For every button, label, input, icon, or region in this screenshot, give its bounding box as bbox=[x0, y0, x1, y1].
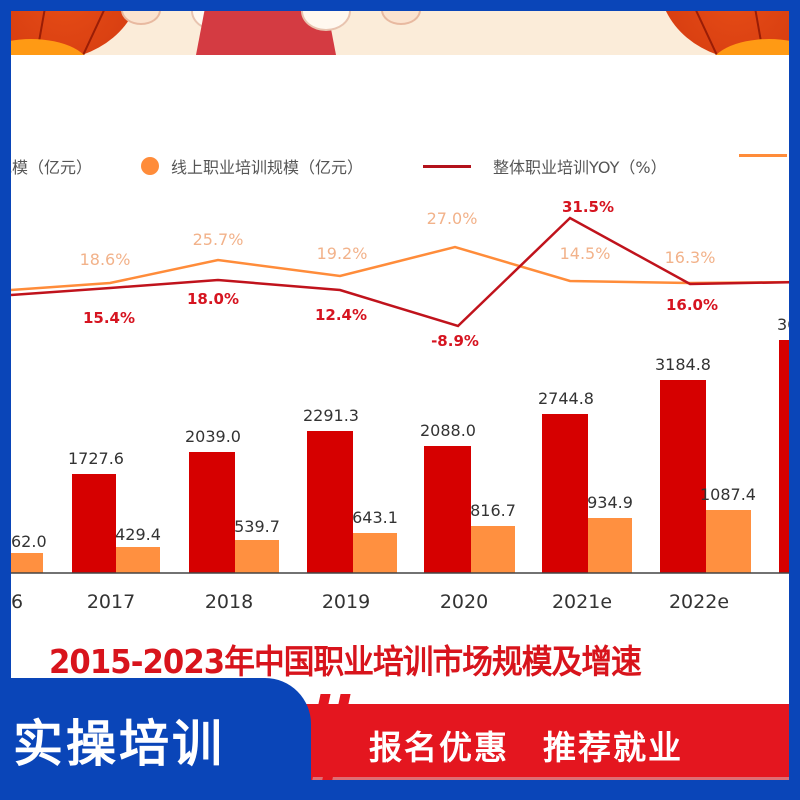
bar-label: 539.7 bbox=[234, 517, 280, 536]
online-yoy-label: 25.7% bbox=[193, 230, 244, 249]
promo-blue-panel[interactable] bbox=[11, 678, 311, 800]
combo-chart: 18.6% 25.7% 19.2% 27.0% 14.5% 16.3% 15.4… bbox=[11, 198, 789, 613]
online-yoy-label: 19.2% bbox=[317, 244, 368, 263]
bar-online-2020 bbox=[471, 526, 515, 573]
bar-label: 36 bbox=[777, 315, 789, 334]
online-yoy-label: 27.0% bbox=[427, 209, 478, 228]
year-label: 2020 bbox=[440, 591, 488, 613]
year-label: 2021e bbox=[552, 591, 612, 613]
bar-total-2021e bbox=[542, 414, 588, 573]
bar-total-2019 bbox=[307, 431, 353, 573]
bar-total-2017 bbox=[72, 474, 116, 573]
legend-label: 规模（亿元） bbox=[11, 158, 93, 177]
bar-label: 643.1 bbox=[352, 508, 398, 527]
bar-label: 2039.0 bbox=[185, 427, 241, 446]
bar-online-2021e bbox=[588, 518, 632, 573]
year-label: 2022e bbox=[669, 591, 729, 613]
total-yoy-label: 15.4% bbox=[83, 309, 135, 327]
legend-item-total-scale: 规模（亿元） bbox=[11, 154, 92, 178]
legend-item-online-scale: 线上职业培训规模（亿元） bbox=[141, 154, 363, 178]
chart-title: 2015-2023年中国职业培训市场规模及增速 bbox=[49, 642, 642, 681]
orange-line-icon bbox=[739, 154, 787, 157]
legend-item-total-yoy: 整体职业培训YOY（%） bbox=[423, 154, 667, 178]
bar-label: 1727.6 bbox=[68, 449, 124, 468]
bar-total-2023e bbox=[779, 340, 789, 573]
bar-label: 934.9 bbox=[587, 493, 633, 512]
bar-label: 62.0 bbox=[11, 532, 47, 551]
bar-online-2018 bbox=[235, 540, 279, 573]
bar-total-2018 bbox=[189, 452, 235, 573]
legend-label: 线上职业培训规模（亿元） bbox=[171, 158, 364, 177]
bar-label: 816.7 bbox=[470, 501, 516, 520]
decorative-top-banner bbox=[11, 11, 789, 55]
promo-red-text[interactable]: 报名优惠 推荐就业 bbox=[369, 721, 683, 769]
bar-label: 2088.0 bbox=[420, 421, 476, 440]
bar-total-2022e bbox=[660, 380, 706, 573]
total-yoy-label: 16.0% bbox=[666, 296, 718, 314]
total-yoy-label: -8.9% bbox=[431, 332, 479, 350]
bar-label: 1087.4 bbox=[700, 485, 756, 504]
total-yoy-label: 31.5% bbox=[562, 198, 614, 216]
promo-red-banner[interactable] bbox=[299, 704, 789, 777]
year-label: 6 bbox=[11, 591, 23, 613]
bar-online-2017 bbox=[116, 547, 160, 573]
bar-online-2019 bbox=[353, 533, 397, 573]
orange-dot-icon bbox=[141, 157, 159, 175]
enroll-discount-text: 报名优惠 bbox=[369, 728, 509, 767]
total-yoy-line bbox=[11, 216, 789, 328]
online-yoy-label: 16.3% bbox=[665, 248, 716, 267]
year-label: 2017 bbox=[87, 591, 135, 613]
bar-label: 3184.8 bbox=[655, 355, 711, 374]
practical-training-text: 实操培训 bbox=[13, 715, 225, 773]
legend-label: 整体职业培训YOY（%） bbox=[493, 158, 667, 177]
year-label: 2019 bbox=[322, 591, 370, 613]
bar-label: 2291.3 bbox=[303, 406, 359, 425]
bar-total-2020 bbox=[424, 446, 471, 573]
bar-online-2022e bbox=[706, 510, 751, 573]
online-yoy-label: 18.6% bbox=[80, 250, 131, 269]
online-yoy-label: 14.5% bbox=[560, 244, 611, 263]
page-frame: 规模（亿元） 线上职业培训规模（亿元） 整体职业培训YOY（%） 18.6% 2… bbox=[11, 11, 789, 800]
red-line-icon bbox=[423, 164, 471, 168]
job-recommend-text: 推荐就业 bbox=[543, 728, 683, 767]
bar-label: 429.4 bbox=[115, 525, 161, 544]
bar-label: 2744.8 bbox=[538, 389, 594, 408]
legend-item-online-yoy bbox=[739, 154, 789, 157]
total-yoy-label: 12.4% bbox=[315, 306, 367, 324]
total-yoy-label: 18.0% bbox=[187, 290, 239, 308]
year-label: 2018 bbox=[205, 591, 253, 613]
bar-online-2016 bbox=[11, 553, 43, 573]
online-yoy-line bbox=[11, 245, 789, 292]
